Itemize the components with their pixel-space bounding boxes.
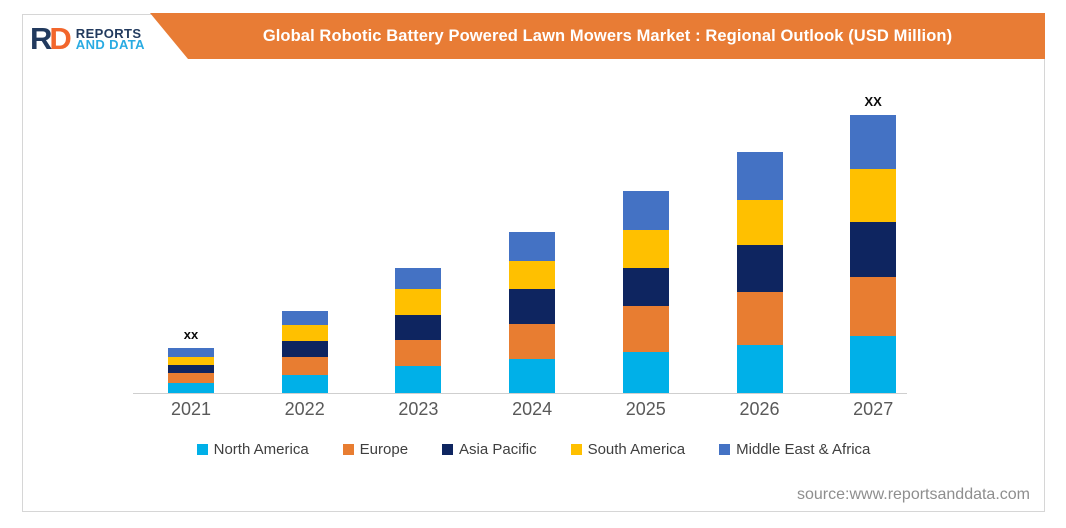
legend-label-north-america: North America [213, 441, 309, 458]
legend-swatch-middle-east-africa [719, 444, 731, 455]
bar-segment-europe-2023 [395, 340, 442, 366]
legend-label-middle-east-africa: Middle East & Africa [736, 441, 871, 458]
value-label-2027: XX [864, 94, 882, 109]
legend-item-asia-pacific: Asia Pacific [442, 441, 537, 458]
x-tick-2027: 2027 [853, 399, 894, 419]
legend-swatch-asia-pacific [442, 444, 454, 455]
legend-item-europe: Europe [342, 441, 409, 458]
bar-segment-europe-2025 [622, 306, 669, 352]
bar-segment-south-america-2021 [168, 357, 214, 365]
bar-segment-asia-pacific-2024 [509, 289, 556, 324]
source-text: source:www.reportsanddata.com [797, 486, 1030, 503]
title-banner: Global Robotic Battery Powered Lawn Mowe… [150, 13, 1045, 59]
bar-segment-europe-2021 [168, 373, 214, 383]
x-tick-2022: 2022 [284, 399, 325, 419]
bar-segment-europe-2026 [736, 292, 783, 345]
bar-segment-south-america-2023 [395, 289, 442, 315]
bar-segment-europe-2022 [281, 357, 328, 375]
bar-segment-south-america-2022 [281, 325, 328, 341]
bar-segment-europe-2027 [850, 277, 897, 336]
logo-line-and-data: AND DATA [75, 37, 145, 52]
bar-segment-north-america-2022 [281, 375, 328, 393]
x-tick-2026: 2026 [739, 399, 780, 419]
bar-segment-north-america-2025 [622, 352, 669, 393]
legend-swatch-south-america [570, 444, 582, 455]
bar-segment-middle-east-africa-2026 [736, 152, 783, 200]
legend-swatch-north-america [196, 444, 208, 455]
legend-item-south-america: South America [570, 441, 686, 458]
bar-segment-north-america-2021 [168, 383, 214, 393]
x-tick-2023: 2023 [398, 399, 439, 419]
value-label-2021: xx [183, 327, 199, 342]
bar-segment-asia-pacific-2025 [622, 268, 669, 306]
bar-segment-south-america-2025 [622, 230, 669, 268]
x-tick-2021: 2021 [170, 399, 212, 419]
bar-segment-south-america-2027 [850, 169, 897, 222]
legend-item-middle-east-africa: Middle East & Africa [719, 441, 870, 458]
bar-segment-asia-pacific-2023 [395, 315, 442, 340]
bar-segment-europe-2024 [509, 324, 556, 359]
bar-segment-south-america-2024 [509, 261, 556, 289]
legend-item-north-america: North America [196, 441, 309, 458]
legend-label-south-america: South America [587, 441, 686, 458]
bar-segment-middle-east-africa-2024 [509, 232, 556, 261]
bar-segment-asia-pacific-2026 [736, 245, 783, 292]
x-tick-2025: 2025 [625, 399, 666, 419]
bar-segment-asia-pacific-2027 [850, 222, 897, 277]
bar-segment-middle-east-africa-2027 [850, 115, 897, 169]
legend-label-asia-pacific: Asia Pacific [459, 441, 537, 458]
bar-segment-middle-east-africa-2021 [168, 348, 214, 357]
bar-segment-south-america-2026 [736, 200, 783, 245]
logo-letter-r: R [30, 21, 52, 56]
legend: North America Europe Asia Pacific South Ame… [22, 441, 1045, 458]
logo-line-reports: REPORTS [75, 26, 142, 41]
x-axis-line [133, 393, 907, 394]
bar-segment-asia-pacific-2021 [168, 365, 214, 373]
bar-segment-north-america-2026 [736, 345, 783, 393]
logo-rd-icon: RD [30, 21, 72, 56]
bar-segment-middle-east-africa-2025 [622, 191, 669, 230]
logo-letter-d: D [49, 21, 71, 56]
legend-swatch-europe [342, 444, 354, 455]
bar-segment-north-america-2024 [509, 359, 556, 393]
chart-title: Global Robotic Battery Powered Lawn Mowe… [262, 26, 953, 45]
bar-segment-north-america-2027 [850, 336, 897, 393]
reports-and-data-logo: RD REPORTS AND DATA [30, 21, 145, 56]
legend-label-europe: Europe [359, 441, 409, 458]
logo-text: REPORTS AND DATA [75, 26, 145, 52]
x-tick-2024: 2024 [512, 399, 553, 419]
bar-segment-middle-east-africa-2023 [395, 268, 442, 289]
bar-segment-asia-pacific-2022 [281, 341, 328, 357]
bar-segment-middle-east-africa-2022 [281, 311, 328, 325]
bar-segment-north-america-2023 [395, 366, 442, 393]
